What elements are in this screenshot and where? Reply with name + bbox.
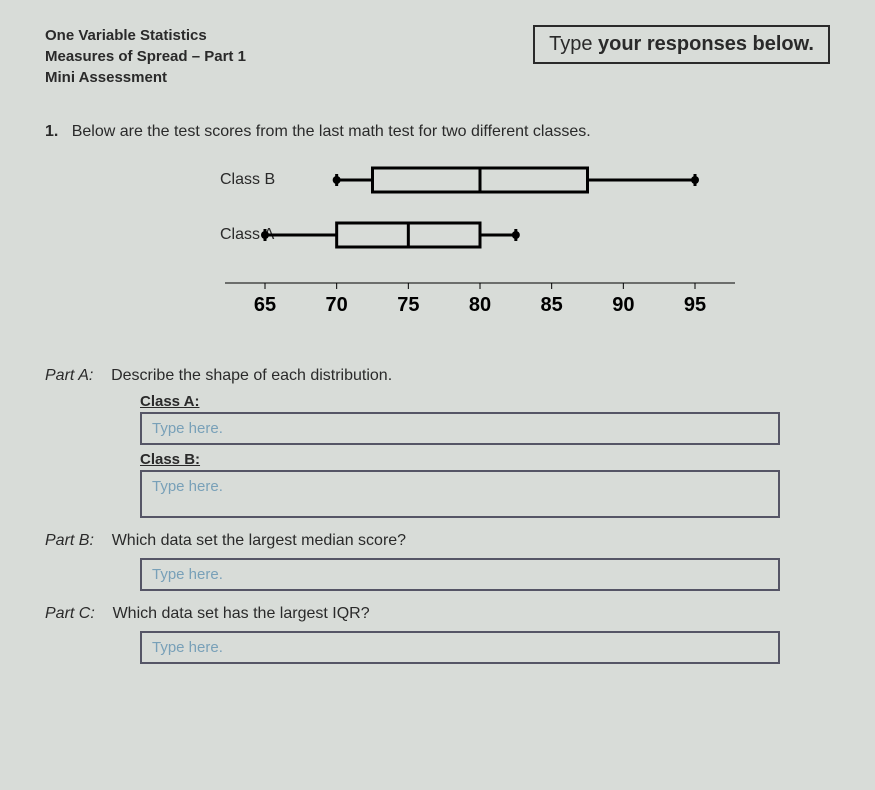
partA-classA-input[interactable]: Type here. bbox=[140, 412, 780, 445]
partA-classA-title: Class A: bbox=[140, 393, 830, 410]
response-prompt-bold: your responses below. bbox=[598, 33, 814, 55]
svg-text:85: 85 bbox=[541, 294, 563, 316]
svg-text:95: 95 bbox=[684, 294, 706, 316]
boxplot-svg: 65 70 75 80 85 90 95 bbox=[105, 153, 805, 353]
partC-prompt: Which data set has the largest IQR? bbox=[113, 605, 370, 622]
partC-input[interactable]: Type here. bbox=[140, 631, 780, 664]
partA-classB-input[interactable]: Type here. bbox=[140, 470, 780, 518]
header-line2: Measures of Spread – Part 1 bbox=[45, 46, 246, 67]
question-1: 1. Below are the test scores from the la… bbox=[45, 123, 830, 141]
partB-prefix: Part B: bbox=[45, 532, 94, 549]
partB-prompt: Which data set the largest median score? bbox=[112, 532, 406, 549]
partB-block: Type here. bbox=[140, 558, 830, 591]
svg-text:80: 80 bbox=[469, 294, 491, 316]
response-prompt-box: Type your responses below. bbox=[533, 25, 830, 64]
partC-prefix: Part C: bbox=[45, 605, 95, 622]
svg-text:90: 90 bbox=[612, 294, 634, 316]
response-prompt-prefix: Type bbox=[549, 33, 598, 55]
boxplot-chart: Class B Class A 65707580859095 bbox=[105, 153, 830, 353]
partA-classB-title: Class B: bbox=[140, 451, 830, 468]
header-left: One Variable Statistics Measures of Spre… bbox=[45, 25, 246, 88]
header-line1: One Variable Statistics bbox=[45, 25, 246, 46]
partA-prefix: Part A: bbox=[45, 367, 93, 384]
partA-prompt: Describe the shape of each distribution. bbox=[111, 367, 392, 384]
partC-block: Type here. bbox=[140, 631, 830, 664]
partA-classA-block: Class A: Type here. Class B: Type here. bbox=[140, 393, 830, 518]
header-row: One Variable Statistics Measures of Spre… bbox=[45, 25, 830, 88]
partB-input[interactable]: Type here. bbox=[140, 558, 780, 591]
partA-label: Part A: Describe the shape of each distr… bbox=[45, 367, 830, 385]
svg-text:70: 70 bbox=[326, 294, 348, 316]
question-number: 1. bbox=[45, 123, 58, 140]
question-text: Below are the test scores from the last … bbox=[72, 123, 591, 140]
svg-text:65: 65 bbox=[254, 294, 276, 316]
partC-label: Part C: Which data set has the largest I… bbox=[45, 605, 830, 623]
partB-label: Part B: Which data set the largest media… bbox=[45, 532, 830, 550]
svg-text:75: 75 bbox=[397, 294, 419, 316]
header-line3: Mini Assessment bbox=[45, 67, 246, 88]
